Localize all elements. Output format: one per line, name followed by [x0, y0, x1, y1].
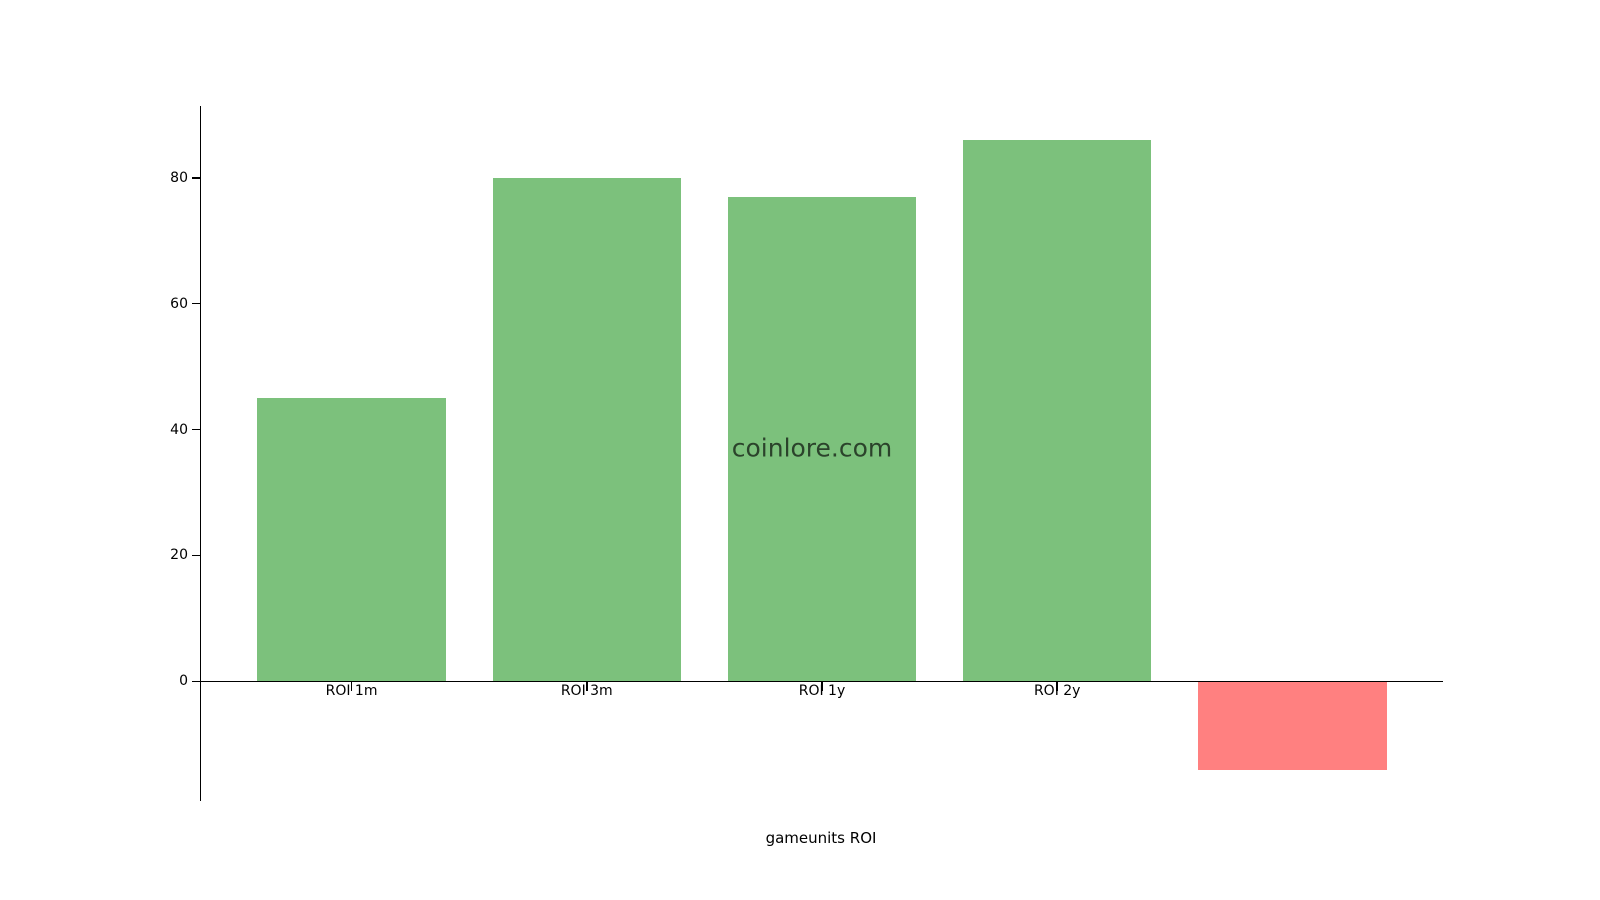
x-axis-title: gameunits ROI	[765, 829, 877, 847]
bar-2	[492, 177, 681, 682]
y-tick-label-40: 40	[170, 421, 188, 438]
bar-5	[1198, 681, 1387, 770]
y-tick-40	[191, 428, 200, 431]
y-tick-60	[191, 302, 200, 305]
y-tick-20	[191, 554, 200, 557]
watermark-text: coinlore.com	[731, 433, 893, 463]
y-tick-80	[191, 177, 200, 179]
y-tick-label-80: 80	[170, 169, 188, 186]
x-tick-label-3: ROI 1y	[798, 683, 846, 700]
x-tick-label-1: ROI 1m	[325, 683, 378, 700]
x-tick-label-4: ROI 2y	[1033, 683, 1081, 700]
x-tick-label-2: ROI 3m	[560, 683, 613, 700]
x-tick-2	[586, 681, 588, 692]
x-tick-1	[350, 681, 353, 692]
y-tick-label-20: 20	[170, 547, 188, 564]
y-tick-label-0: 0	[179, 673, 188, 690]
bar-1	[257, 398, 446, 682]
x-tick-4	[1056, 681, 1058, 692]
y-tick-0	[191, 680, 200, 683]
y-tick-label-60: 60	[170, 295, 188, 312]
x-tick-3	[821, 681, 823, 692]
y-axis-spine	[199, 106, 201, 801]
bar-4	[963, 139, 1152, 682]
bar-3	[727, 196, 917, 682]
